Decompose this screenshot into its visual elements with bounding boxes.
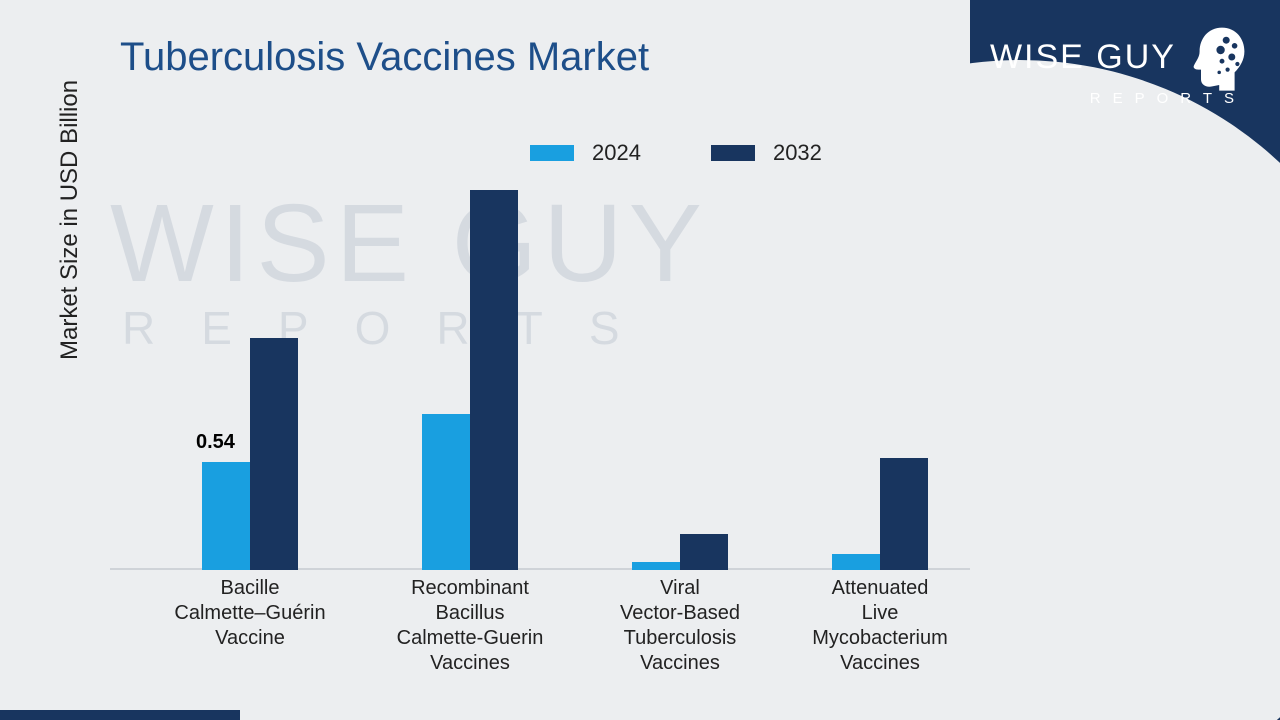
x-axis-category-label: RecombinantBacillusCalmette-GuerinVaccin… xyxy=(370,576,570,676)
chart-title: Tuberculosis Vaccines Market xyxy=(120,35,649,80)
brand-sub: REPORTS xyxy=(990,90,1250,107)
bar-2024 xyxy=(832,554,880,570)
legend-swatch-2024 xyxy=(530,145,574,161)
page: WISE GUY REPORTS Tuberculosis Vaccines M… xyxy=(0,0,1280,720)
legend: 2024 2032 xyxy=(530,140,822,166)
bar-2032 xyxy=(680,534,728,570)
bar-2024 xyxy=(202,462,250,570)
legend-label-2032: 2032 xyxy=(773,140,822,166)
head-icon xyxy=(1180,22,1250,92)
bar-2032 xyxy=(470,190,518,570)
bar-group xyxy=(790,170,970,570)
legend-item-2024: 2024 xyxy=(530,140,641,166)
y-axis-label: Market Size in USD Billion xyxy=(56,80,84,360)
bar-2032 xyxy=(250,338,298,570)
brand-logo: WISE GUY REPORTS xyxy=(990,22,1250,107)
legend-label-2024: 2024 xyxy=(592,140,641,166)
bar-2032 xyxy=(880,458,928,570)
bar-group xyxy=(590,170,770,570)
bar-group xyxy=(380,170,560,570)
bar-2024 xyxy=(422,414,470,570)
x-axis-category-label: BacilleCalmette–GuérinVaccine xyxy=(150,576,350,651)
chart-area: 0.54 xyxy=(110,170,970,570)
legend-item-2032: 2032 xyxy=(711,140,822,166)
brand-name: WISE GUY xyxy=(990,38,1176,77)
bar-group xyxy=(160,170,340,570)
bar-2024 xyxy=(632,562,680,570)
footer-accent-bar xyxy=(0,710,240,720)
legend-swatch-2032 xyxy=(711,145,755,161)
bar-value-label: 0.54 xyxy=(196,431,235,454)
x-axis-category-label: AttenuatedLiveMycobacteriumVaccines xyxy=(780,576,980,676)
x-axis-category-label: ViralVector-BasedTuberculosisVaccines xyxy=(580,576,780,676)
